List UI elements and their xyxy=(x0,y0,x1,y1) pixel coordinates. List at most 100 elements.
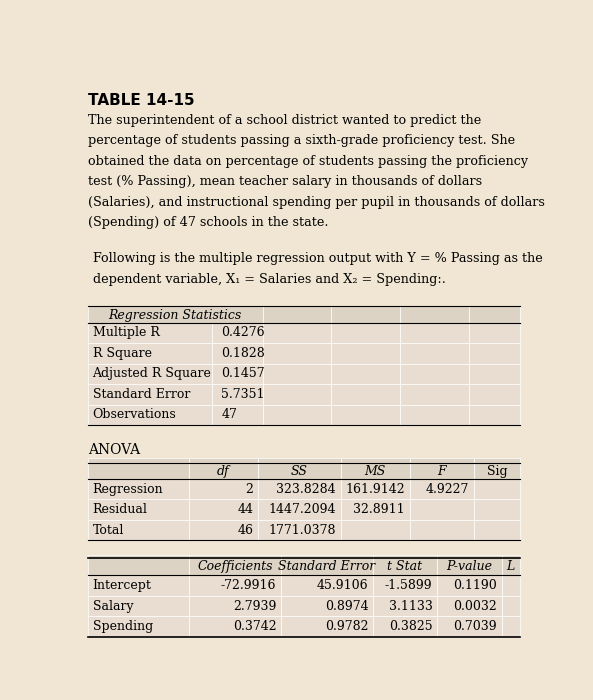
Bar xyxy=(410,458,474,479)
Bar xyxy=(189,458,258,479)
Text: 47: 47 xyxy=(221,408,237,421)
Text: 45.9106: 45.9106 xyxy=(317,579,368,592)
Bar xyxy=(437,575,502,596)
Bar xyxy=(88,343,212,363)
Text: Standard Error: Standard Error xyxy=(278,560,375,573)
Text: Salary: Salary xyxy=(93,600,133,612)
Text: df: df xyxy=(217,465,230,478)
Bar xyxy=(502,555,520,575)
Bar xyxy=(88,617,189,637)
Text: 0.7039: 0.7039 xyxy=(453,620,497,634)
Text: Total: Total xyxy=(93,524,124,537)
Text: 0.1457: 0.1457 xyxy=(221,368,265,380)
Bar xyxy=(331,405,400,425)
Bar xyxy=(331,384,400,405)
Text: Spending: Spending xyxy=(93,620,153,634)
Bar xyxy=(88,323,212,343)
Text: The superintendent of a school district wanted to predict the: The superintendent of a school district … xyxy=(88,113,481,127)
Bar xyxy=(88,307,263,323)
Text: 32.8911: 32.8911 xyxy=(353,503,405,516)
Text: TABLE 14-15: TABLE 14-15 xyxy=(88,92,195,108)
Bar xyxy=(88,555,189,575)
Bar xyxy=(470,384,520,405)
Bar xyxy=(410,479,474,500)
Text: F: F xyxy=(438,465,446,478)
Bar xyxy=(474,479,520,500)
Text: 0.3742: 0.3742 xyxy=(232,620,276,634)
Bar xyxy=(88,520,189,540)
Bar xyxy=(470,307,520,323)
Bar xyxy=(502,617,520,637)
Text: 3.1133: 3.1133 xyxy=(389,600,433,612)
Bar xyxy=(88,596,189,617)
Bar xyxy=(263,384,331,405)
Bar xyxy=(88,363,212,384)
Bar xyxy=(373,555,437,575)
Text: 0.1828: 0.1828 xyxy=(221,347,265,360)
Bar xyxy=(470,343,520,363)
Bar xyxy=(373,575,437,596)
Text: percentage of students passing a sixth-grade proficiency test. She: percentage of students passing a sixth-g… xyxy=(88,134,515,147)
Bar xyxy=(281,555,373,575)
Text: Regression: Regression xyxy=(93,483,163,496)
Text: ANOVA: ANOVA xyxy=(88,443,140,457)
Bar xyxy=(400,343,470,363)
Bar xyxy=(258,458,341,479)
Bar xyxy=(400,307,470,323)
Text: 5.7351: 5.7351 xyxy=(221,388,264,401)
Bar xyxy=(410,520,474,540)
Text: Intercept: Intercept xyxy=(93,579,151,592)
Bar xyxy=(189,596,281,617)
Bar xyxy=(263,323,331,343)
Text: -1.5899: -1.5899 xyxy=(385,579,433,592)
Text: Residual: Residual xyxy=(93,503,148,516)
Text: 0.9782: 0.9782 xyxy=(325,620,368,634)
Text: 0.0032: 0.0032 xyxy=(453,600,497,612)
Bar xyxy=(502,575,520,596)
Bar xyxy=(263,405,331,425)
Text: Standard Error: Standard Error xyxy=(93,388,190,401)
Bar xyxy=(470,323,520,343)
Text: obtained the data on percentage of students passing the proficiency: obtained the data on percentage of stude… xyxy=(88,155,528,167)
Bar xyxy=(189,617,281,637)
Text: SS: SS xyxy=(291,465,308,478)
Bar xyxy=(340,479,410,500)
Bar xyxy=(331,323,400,343)
Text: R Square: R Square xyxy=(93,347,151,360)
Bar xyxy=(373,617,437,637)
Text: 1447.2094: 1447.2094 xyxy=(269,503,336,516)
Bar xyxy=(88,384,212,405)
Text: 44: 44 xyxy=(237,503,253,516)
Text: Coefficients: Coefficients xyxy=(197,560,273,573)
Text: Sig: Sig xyxy=(487,465,507,478)
Bar xyxy=(400,384,470,405)
Bar xyxy=(88,479,189,500)
Text: 1771.0378: 1771.0378 xyxy=(269,524,336,537)
Bar xyxy=(474,500,520,520)
Bar xyxy=(470,363,520,384)
Bar xyxy=(502,596,520,617)
Bar xyxy=(474,458,520,479)
Bar xyxy=(189,500,258,520)
Bar xyxy=(281,617,373,637)
Bar xyxy=(258,479,341,500)
Bar xyxy=(331,307,400,323)
Text: 2: 2 xyxy=(246,483,253,496)
Bar xyxy=(340,500,410,520)
Bar xyxy=(212,384,263,405)
Bar xyxy=(400,323,470,343)
Text: Observations: Observations xyxy=(93,408,176,421)
Bar xyxy=(263,343,331,363)
Text: (Spending) of 47 schools in the state.: (Spending) of 47 schools in the state. xyxy=(88,216,329,229)
Text: t Stat: t Stat xyxy=(387,560,423,573)
Text: 0.3825: 0.3825 xyxy=(389,620,433,634)
Bar xyxy=(281,596,373,617)
Bar xyxy=(340,520,410,540)
Bar xyxy=(340,458,410,479)
Bar xyxy=(258,500,341,520)
Bar xyxy=(212,363,263,384)
Text: Multiple R: Multiple R xyxy=(93,326,160,340)
Bar xyxy=(281,575,373,596)
Bar xyxy=(263,307,331,323)
Bar xyxy=(331,343,400,363)
